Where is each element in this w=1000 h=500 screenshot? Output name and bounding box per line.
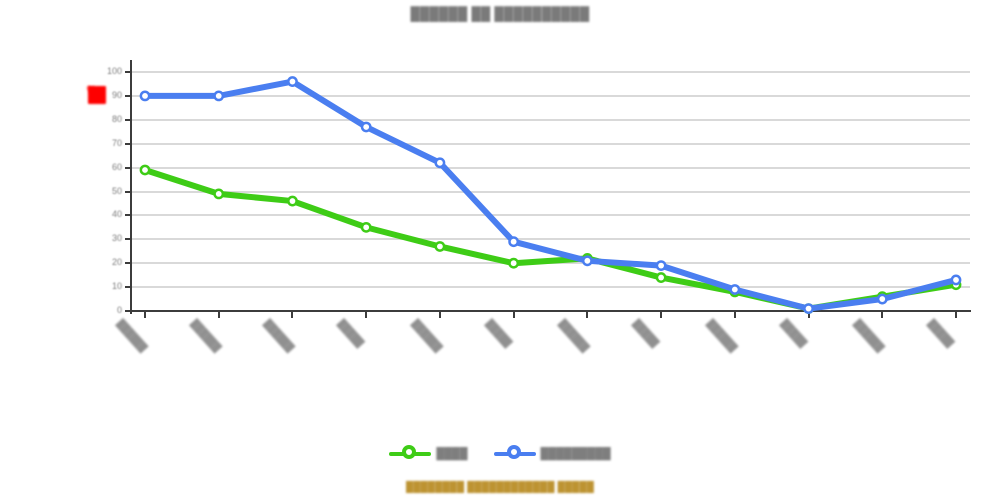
x-tick-label-4: ██████ bbox=[410, 318, 444, 354]
chart-title: ██████ ██ ██████████ bbox=[410, 6, 590, 21]
x-tick-0 bbox=[144, 312, 146, 318]
legend-item-1[interactable]: █████████ bbox=[493, 445, 611, 460]
y-tick-100 bbox=[125, 71, 130, 73]
y-tick-60 bbox=[125, 166, 130, 169]
y-axis-line bbox=[130, 60, 132, 314]
legend-label-1: █████████ bbox=[540, 448, 611, 460]
y-tick-30 bbox=[125, 238, 130, 241]
x-tick-label-3: █████ bbox=[336, 318, 366, 349]
gridline-100 bbox=[131, 71, 970, 73]
x-tick-label-11: █████ bbox=[926, 318, 956, 349]
x-tick-label-7: █████ bbox=[631, 318, 661, 349]
x-tick-9 bbox=[807, 312, 810, 318]
y-tick-80 bbox=[125, 118, 130, 121]
x-tick-6 bbox=[586, 312, 589, 318]
plot-area bbox=[131, 63, 970, 312]
x-axis-line bbox=[130, 310, 971, 312]
legend-label-0: ████ bbox=[436, 448, 468, 460]
x-tick-label-10: ██████ bbox=[852, 318, 886, 354]
y-axis-title-block bbox=[88, 86, 106, 104]
x-tick-8 bbox=[733, 312, 736, 318]
gridline-60 bbox=[131, 166, 970, 169]
chart-legend: ████ █████████ bbox=[0, 445, 1000, 460]
x-tick-11 bbox=[955, 312, 957, 318]
footer-note: ████████ ████████████ █████ bbox=[405, 482, 595, 493]
gridline-90 bbox=[131, 94, 970, 97]
gridline-10 bbox=[131, 286, 970, 289]
y-tick-label-10: 10 bbox=[111, 281, 122, 292]
y-tick-label-90: 90 bbox=[111, 89, 122, 100]
y-tick-label-70: 70 bbox=[111, 137, 122, 148]
y-tick-40 bbox=[125, 214, 130, 217]
y-tick-label-40: 40 bbox=[111, 209, 122, 220]
x-tick-5 bbox=[512, 312, 515, 318]
gridlines bbox=[131, 63, 970, 312]
gridline-50 bbox=[131, 190, 970, 193]
x-tick-label-1: ██████ bbox=[189, 318, 223, 354]
legend-marker-1 bbox=[506, 445, 521, 459]
x-tick-label-8: ██████ bbox=[705, 318, 739, 354]
x-tick-7 bbox=[660, 312, 663, 318]
y-axis-title: % bbox=[87, 85, 96, 96]
gridline-20 bbox=[131, 262, 970, 265]
x-tick-label-5: █████ bbox=[484, 318, 513, 349]
x-tick-4 bbox=[438, 312, 441, 318]
y-tick-20 bbox=[125, 262, 130, 265]
y-tick-label-50: 50 bbox=[111, 185, 122, 196]
y-tick-label-30: 30 bbox=[111, 233, 122, 244]
x-tick-1 bbox=[217, 312, 220, 318]
legend-swatch-0 bbox=[389, 445, 432, 459]
legend-swatch-1 bbox=[493, 445, 536, 459]
y-tick-label-80: 80 bbox=[111, 113, 122, 124]
gridline-30 bbox=[131, 238, 970, 241]
y-tick-0 bbox=[125, 310, 130, 312]
y-tick-90 bbox=[125, 94, 130, 97]
x-tick-2 bbox=[291, 312, 294, 318]
y-tick-10 bbox=[125, 286, 130, 289]
legend-item-0[interactable]: ████ bbox=[389, 445, 468, 460]
gridline-80 bbox=[131, 118, 970, 121]
x-tick-10 bbox=[881, 312, 884, 318]
y-tick-label-60: 60 bbox=[111, 161, 122, 172]
x-tick-label-2: ██████ bbox=[263, 318, 297, 354]
gridline-70 bbox=[131, 142, 970, 145]
x-tick-3 bbox=[365, 312, 368, 318]
gridline-40 bbox=[131, 214, 970, 217]
y-tick-label-100: 100 bbox=[106, 66, 122, 76]
x-tick-label-6: ██████ bbox=[557, 318, 591, 354]
x-tick-label-9: █████ bbox=[779, 318, 808, 349]
legend-marker-0 bbox=[402, 445, 417, 459]
y-tick-label-20: 20 bbox=[111, 257, 122, 268]
y-tick-70 bbox=[125, 142, 130, 145]
y-axis-tick-labels: 0 10 20 30 40 50 60 70 80 90 100 bbox=[88, 0, 122, 500]
y-tick-label-0: 0 bbox=[116, 305, 122, 315]
y-tick-50 bbox=[125, 190, 130, 193]
